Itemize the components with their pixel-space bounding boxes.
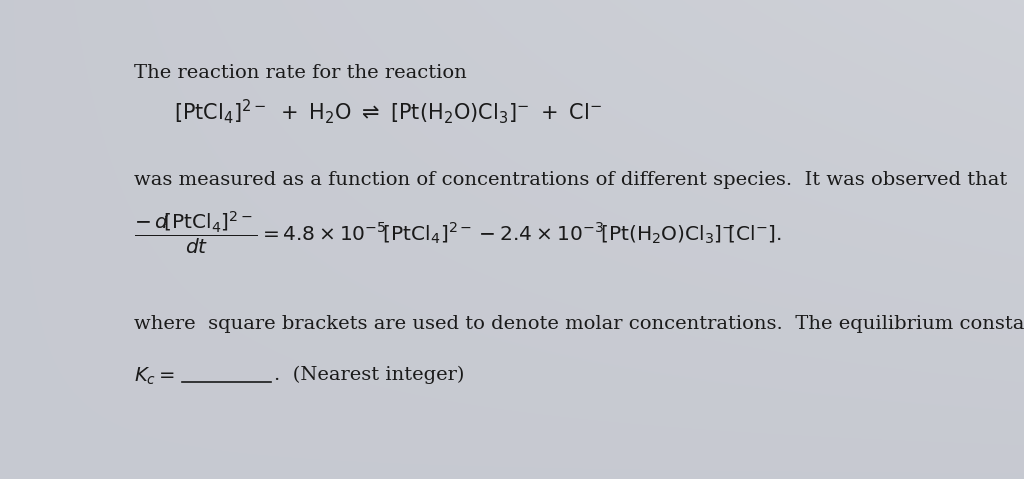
Text: where  square brackets are used to denote molar concentrations.  The equilibrium: where square brackets are used to denote… [134,316,1024,333]
Text: was measured as a function of concentrations of different species.  It was obser: was measured as a function of concentrat… [134,171,1008,189]
Text: The reaction rate for the reaction: The reaction rate for the reaction [134,64,467,81]
Text: $K_c=$: $K_c=$ [134,365,175,387]
Text: $[\mathrm{PtCl_4}]^{2-}\ +\ \mathrm{H_2O}\ \rightleftharpoons\ [\mathrm{Pt(H_2O): $[\mathrm{PtCl_4}]^{2-}\ +\ \mathrm{H_2O… [174,98,602,126]
Text: $\dfrac{-\,d\!\left[\mathrm{PtCl_4}\right]^{2-}}{dt}= 4.8\times10^{-5}\!\left[\m: $\dfrac{-\,d\!\left[\mathrm{PtCl_4}\righ… [134,210,782,256]
Text: .  (Nearest integer): . (Nearest integer) [273,365,464,384]
